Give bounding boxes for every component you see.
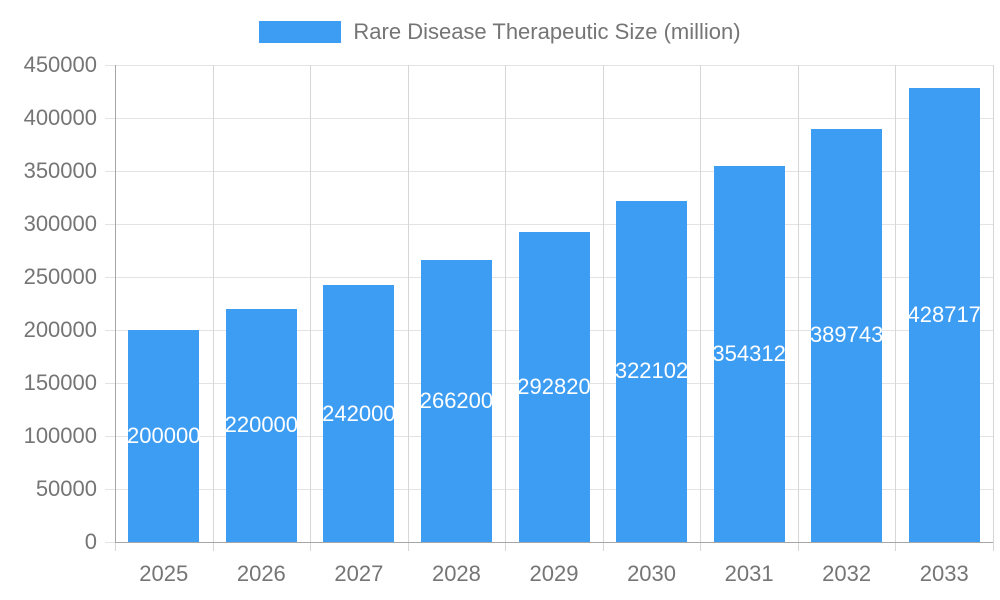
y-tick-label: 0 xyxy=(84,529,97,554)
y-axis-tick xyxy=(105,330,115,331)
gridline-vertical xyxy=(212,65,214,542)
bar-2026[interactable] xyxy=(225,308,297,542)
y-axis-tick xyxy=(105,224,115,225)
y-tick-label: 150000 xyxy=(23,370,97,395)
y-tick-label: 350000 xyxy=(23,158,97,183)
bar-2032[interactable] xyxy=(811,128,883,542)
y-axis-tick xyxy=(105,383,115,384)
x-tick-label: 2031 xyxy=(724,561,774,586)
gridline-vertical xyxy=(310,65,312,542)
gridline-vertical xyxy=(505,65,507,542)
legend-swatch xyxy=(259,21,342,43)
gridline-vertical xyxy=(993,65,994,542)
x-tick-label: 2032 xyxy=(822,561,872,586)
legend[interactable]: Rare Disease Therapeutic Size (million) xyxy=(0,20,1000,44)
x-tick-label: 2027 xyxy=(334,561,384,586)
gridline-vertical xyxy=(700,65,702,542)
x-axis-tick xyxy=(505,542,507,551)
x-tick-label: 2026 xyxy=(236,561,286,586)
y-axis-tick xyxy=(105,118,115,119)
x-axis-tick xyxy=(115,542,116,551)
x-axis-tick xyxy=(602,542,604,551)
y-axis-line xyxy=(115,65,116,542)
bar-2031[interactable] xyxy=(713,166,785,542)
x-axis-tick xyxy=(212,542,214,551)
y-tick-label: 450000 xyxy=(23,52,97,77)
gridline-horizontal xyxy=(115,118,993,119)
x-axis-line xyxy=(115,542,993,543)
bar-2025[interactable] xyxy=(128,330,200,542)
x-tick-label: 2028 xyxy=(431,561,481,586)
y-axis-tick xyxy=(105,489,115,490)
y-tick-label: 200000 xyxy=(23,317,97,342)
legend-label: Rare Disease Therapeutic Size (million) xyxy=(353,19,741,44)
bar-2029[interactable] xyxy=(518,231,590,542)
y-tick-label: 250000 xyxy=(23,264,97,289)
y-axis-tick xyxy=(105,277,115,278)
gridline-vertical xyxy=(797,65,799,542)
x-axis-tick xyxy=(310,542,312,551)
y-axis-tick xyxy=(105,65,115,66)
x-tick-label: 2029 xyxy=(529,561,579,586)
x-axis-tick xyxy=(407,542,409,551)
gridline-horizontal xyxy=(115,65,993,66)
gridline-horizontal xyxy=(115,171,993,172)
bar-2027[interactable] xyxy=(323,285,395,542)
x-axis-tick xyxy=(700,542,702,551)
gridline-horizontal xyxy=(115,224,993,225)
x-axis-tick xyxy=(895,542,897,551)
y-tick-label: 300000 xyxy=(23,211,97,236)
y-tick-label: 100000 xyxy=(23,423,97,448)
y-axis-tick xyxy=(105,542,115,543)
x-axis-tick xyxy=(993,542,994,551)
gridline-vertical xyxy=(602,65,604,542)
y-axis-tick xyxy=(105,171,115,172)
bar-2033[interactable] xyxy=(908,87,980,542)
y-tick-label: 50000 xyxy=(35,476,97,501)
y-axis-tick xyxy=(105,436,115,437)
gridline-vertical xyxy=(895,65,897,542)
gridline-vertical xyxy=(407,65,409,542)
bar-2028[interactable] xyxy=(420,259,492,542)
bar-2030[interactable] xyxy=(616,200,688,542)
x-axis-tick xyxy=(797,542,799,551)
x-tick-label: 2025 xyxy=(139,561,189,586)
x-tick-label: 2030 xyxy=(627,561,677,586)
x-tick-label: 2033 xyxy=(919,561,969,586)
y-tick-label: 400000 xyxy=(23,105,97,130)
